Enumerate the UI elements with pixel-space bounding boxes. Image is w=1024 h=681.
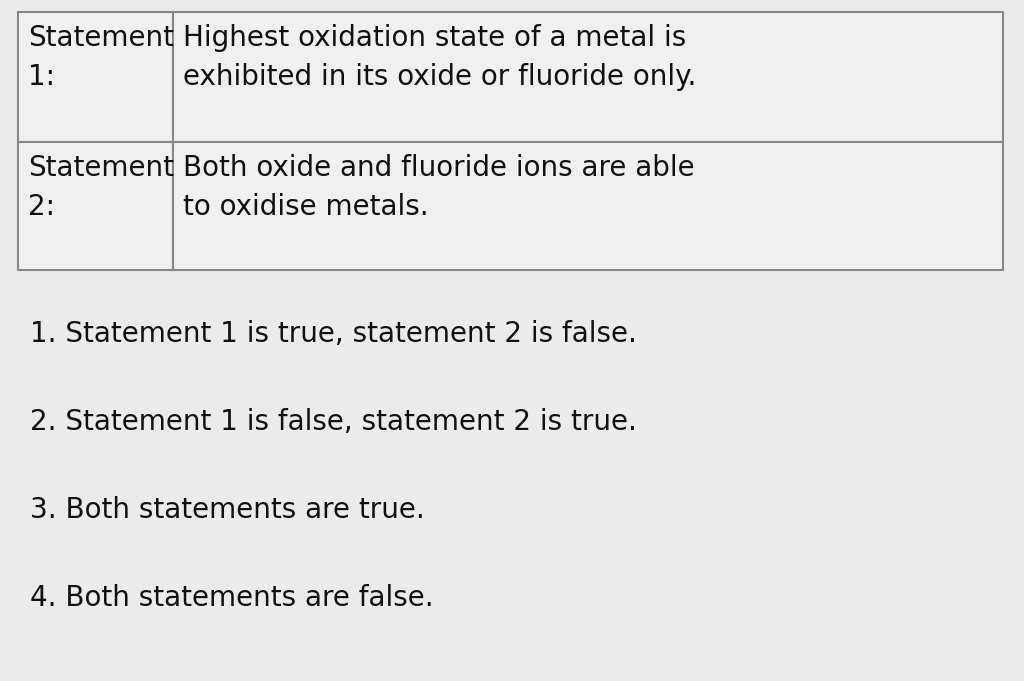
- Bar: [18, 142, 173, 270]
- Text: 1. Statement 1 is true, statement 2 is false.: 1. Statement 1 is true, statement 2 is f…: [30, 320, 637, 348]
- Text: Highest oxidation state of a metal is
exhibited in its oxide or fluoride only.: Highest oxidation state of a metal is ex…: [183, 24, 696, 91]
- Text: 4. Both statements are false.: 4. Both statements are false.: [30, 584, 433, 612]
- Text: Statement
1:: Statement 1:: [28, 24, 174, 91]
- Text: Both oxide and fluoride ions are able
to oxidise metals.: Both oxide and fluoride ions are able to…: [183, 154, 694, 221]
- Text: Statement
2:: Statement 2:: [28, 154, 174, 221]
- Bar: [173, 12, 1002, 142]
- Text: 3. Both statements are true.: 3. Both statements are true.: [30, 496, 425, 524]
- Bar: [18, 12, 173, 142]
- Text: 2. Statement 1 is false, statement 2 is true.: 2. Statement 1 is false, statement 2 is …: [30, 408, 637, 436]
- Bar: [173, 142, 1002, 270]
